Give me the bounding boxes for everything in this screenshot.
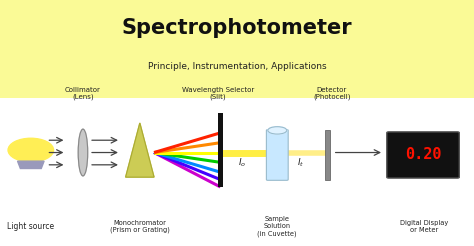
Text: Collimator
(Lens): Collimator (Lens)	[65, 87, 101, 100]
Text: Light source: Light source	[7, 222, 55, 231]
FancyBboxPatch shape	[266, 130, 288, 180]
Ellipse shape	[268, 127, 287, 134]
Circle shape	[8, 138, 54, 162]
Bar	[325, 130, 330, 180]
FancyBboxPatch shape	[387, 132, 459, 178]
Bar	[218, 113, 223, 187]
Text: Wavelength Selector
(Slit): Wavelength Selector (Slit)	[182, 87, 254, 100]
Text: Detector
(Photocell): Detector (Photocell)	[313, 87, 351, 100]
Polygon shape	[18, 161, 44, 169]
Text: Sample
Solution
(in Cuvette): Sample Solution (in Cuvette)	[257, 216, 297, 237]
Text: Spectrophotometer: Spectrophotometer	[122, 18, 352, 38]
Ellipse shape	[78, 129, 88, 176]
Text: Monochromator
(Prism or Grating): Monochromator (Prism or Grating)	[110, 220, 170, 233]
Polygon shape	[126, 123, 154, 177]
Text: 0.20: 0.20	[405, 148, 441, 162]
Text: $I_o$: $I_o$	[237, 156, 246, 169]
Text: Digital Display
or Meter: Digital Display or Meter	[400, 220, 448, 233]
Text: $I_t$: $I_t$	[297, 156, 305, 169]
Bar	[0, 98, 474, 246]
Bar	[0, 0, 474, 98]
Text: Principle, Instrumentation, Applications: Principle, Instrumentation, Applications	[148, 62, 326, 71]
